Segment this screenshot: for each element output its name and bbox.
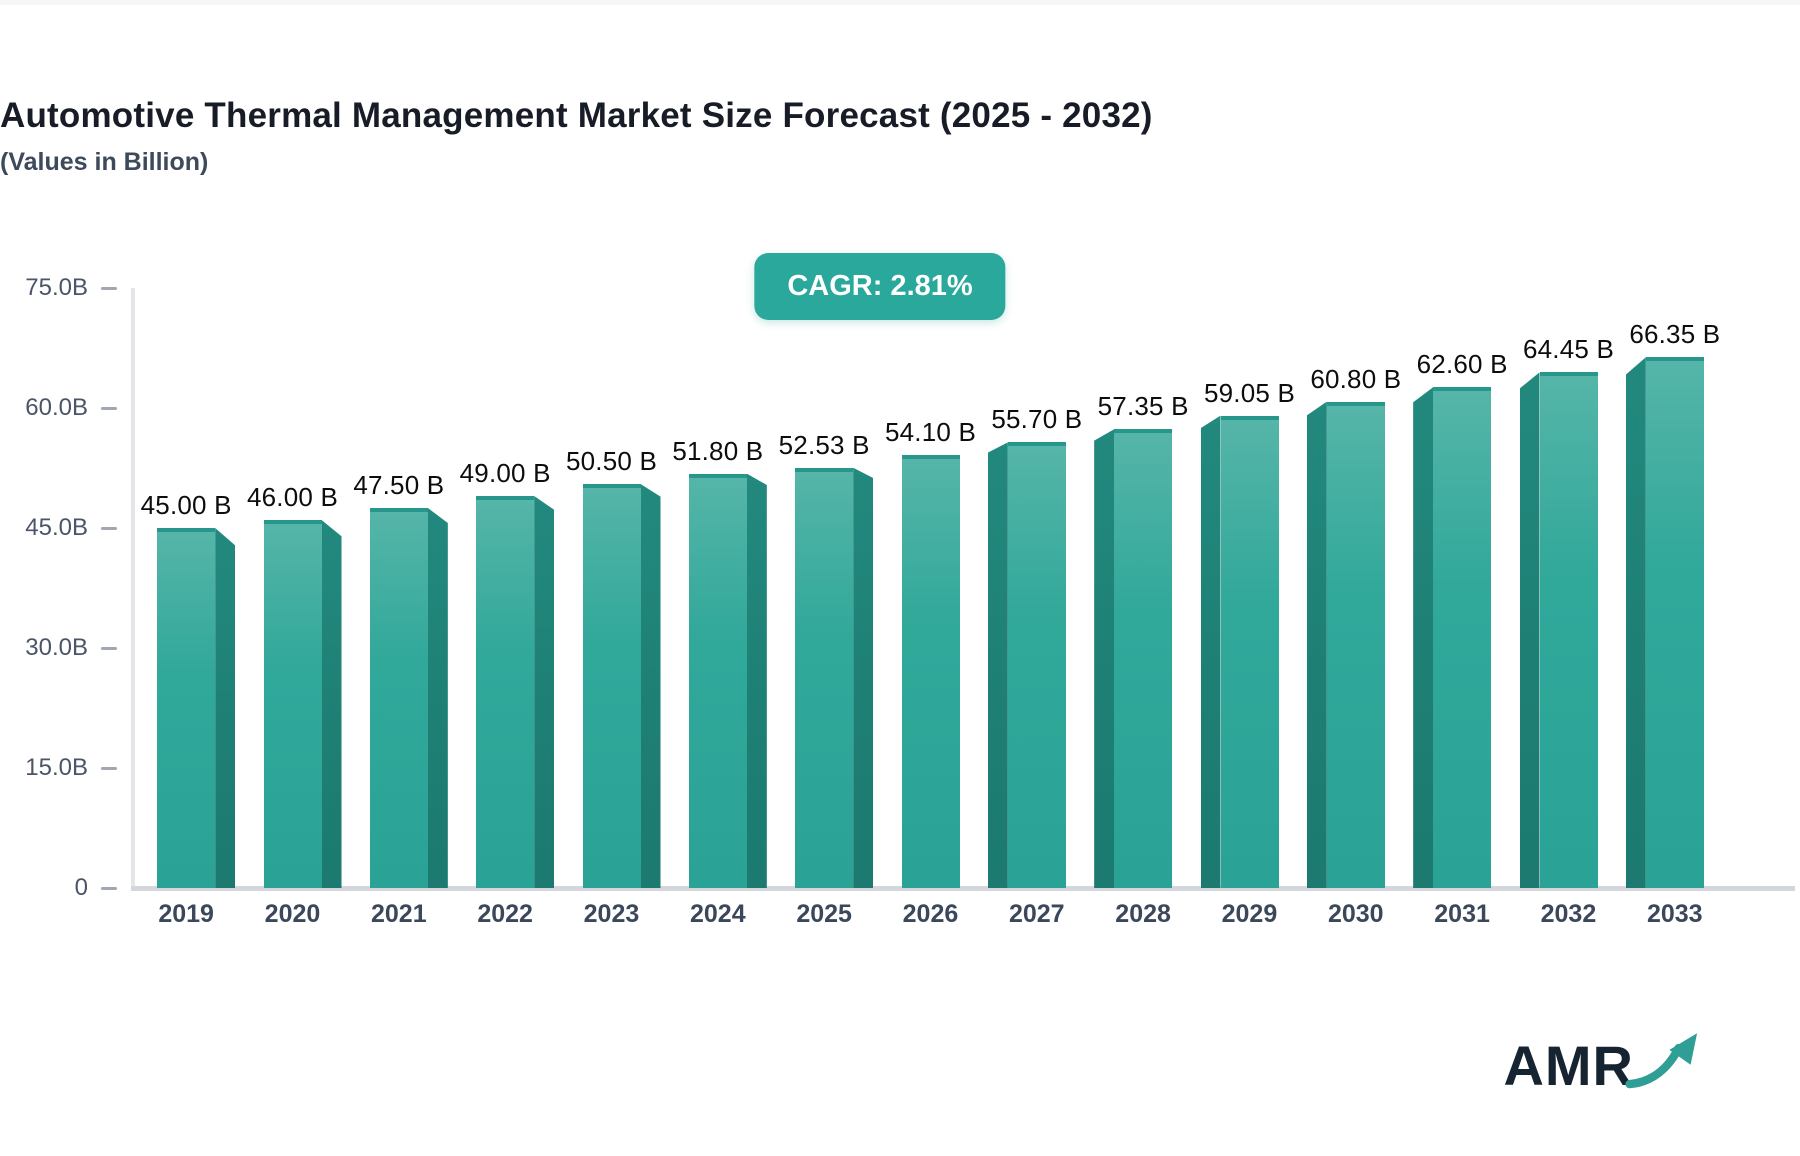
bar-face (582, 484, 641, 888)
bar-value-label: 50.50 B (565, 446, 658, 476)
bar-side-face (1200, 415, 1221, 888)
bar-value-label: 46.00 B (246, 482, 339, 512)
bar-face (1433, 387, 1492, 888)
y-tick-mark (101, 406, 117, 410)
cagr-badge: CAGR: 2.81% (754, 253, 1006, 320)
y-tick: 15.0B (6, 754, 133, 782)
bar-value-label: 55.70 B (991, 404, 1083, 435)
x-axis-line (131, 886, 1795, 891)
bar-face (1114, 429, 1173, 888)
bar-face (901, 455, 960, 888)
bar-side-face (640, 484, 661, 888)
bar-side-face (853, 467, 874, 888)
x-tick-label: 2020 (264, 900, 321, 928)
x-tick-label: 2024 (689, 900, 746, 928)
bar-face (263, 520, 322, 888)
x-tick-label: 2021 (371, 900, 427, 928)
x-tick-label: 2030 (1327, 900, 1384, 928)
bar-face (369, 508, 428, 888)
bar-value-label: 59.05 B (1203, 377, 1296, 408)
y-tick-label: 0 (74, 874, 88, 901)
y-axis: 75.0B 60.0B 45.0B 30.0B 15.0B 0 (0, 0, 133, 1156)
amr-logo-text: AMR (1503, 1034, 1634, 1097)
bar-face (688, 473, 747, 888)
page-title: Automotive Thermal Management Market Siz… (0, 96, 1153, 135)
bar-side-face (1519, 372, 1540, 888)
bar-side-face (1413, 387, 1434, 888)
y-tick-label: 45.0B (25, 514, 88, 541)
y-tick-label: 75.0B (25, 274, 88, 301)
x-tick-label: 2031 (1434, 900, 1490, 928)
bar-value-label: 64.45 B (1522, 334, 1615, 365)
bar-face (1007, 442, 1066, 888)
bar-value-label: 51.80 B (672, 435, 764, 466)
growth-arrow-icon (1625, 1033, 1698, 1089)
y-tick-mark (101, 886, 117, 890)
x-tick-label: 2028 (1115, 900, 1171, 928)
bar-side-face (321, 520, 342, 888)
bar-face (1326, 401, 1385, 888)
bar-value-label: 47.50 B (353, 470, 445, 500)
y-tick: 30.0B (6, 634, 133, 662)
bar-side-face (427, 508, 448, 888)
page-subtitle: (Values in Billion) (0, 148, 209, 176)
top-edge-strip (0, 0, 1800, 5)
y-tick-mark (101, 646, 117, 650)
bar-side-face (1625, 357, 1646, 888)
bar-value-label: 52.53 B (778, 429, 870, 460)
bar-face (476, 496, 535, 888)
bar-value-label: 49.00 B (459, 458, 551, 488)
y-tick: 0 (6, 874, 133, 902)
bar-side-face (1094, 429, 1115, 888)
y-tick-mark (101, 286, 117, 290)
bar-side-face (987, 442, 1008, 888)
y-tick: 45.0B (6, 514, 133, 542)
y-tick-mark (101, 766, 117, 770)
bar-face (1220, 415, 1279, 888)
x-tick-label: 2033 (1646, 900, 1703, 928)
amr-logo: AMR (1503, 1033, 1698, 1097)
x-tick-label: 2027 (1008, 900, 1065, 928)
x-tick-label: 2029 (1221, 900, 1278, 928)
bar-face (1539, 372, 1598, 888)
y-axis-line (131, 288, 135, 888)
bar-side-face (1306, 401, 1327, 888)
bar-side-face (534, 496, 555, 888)
bar-value-label: 54.10 B (884, 417, 977, 448)
x-axis-labels: 2019 2020 2021 2022 2023 2024 2025 2026 2027 2028… (133, 900, 1728, 929)
x-tick-label: 2032 (1540, 900, 1597, 928)
bar-value-label: 62.60 B (1416, 349, 1508, 380)
x-tick-label: 2022 (477, 900, 533, 928)
bar-value-label: 66.35 B (1629, 319, 1721, 350)
bar-side-face (746, 473, 767, 888)
y-tick-label: 15.0B (25, 754, 88, 781)
y-tick-label: 30.0B (25, 634, 88, 661)
bar-face (157, 528, 216, 888)
bar-value-label: 60.80 B (1310, 363, 1402, 394)
bar-side-face (215, 528, 236, 888)
y-tick-mark (101, 526, 117, 530)
bar-face (795, 467, 854, 888)
y-tick: 60.0B (6, 394, 133, 422)
y-tick: 75.0B (6, 274, 133, 302)
bar-value-label: 45.00 B (140, 490, 232, 520)
y-tick-label: 60.0B (25, 394, 88, 421)
x-tick-label: 2025 (796, 900, 852, 928)
bar-value-label: 57.35 B (1097, 391, 1189, 422)
x-tick-label: 2023 (583, 900, 640, 928)
x-tick-label: 2026 (902, 900, 959, 928)
bar-face (1645, 357, 1704, 888)
plot-area: 45.00 B 46.00 B 47.50 B 49.00 B 50.50 B 51.80… (133, 288, 1728, 888)
x-tick-label: 2019 (158, 900, 214, 928)
